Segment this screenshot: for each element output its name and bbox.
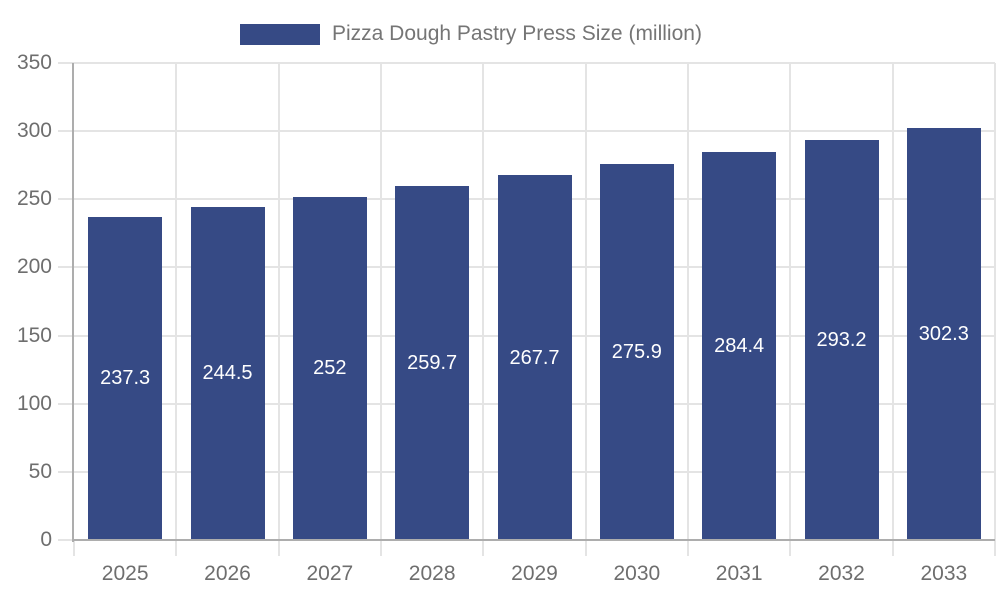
bar[interactable] — [190, 206, 265, 540]
bar[interactable] — [702, 152, 777, 540]
x-tick-label: 2031 — [715, 562, 763, 585]
gridline-vertical — [175, 63, 178, 540]
x-tick-label: 2028 — [408, 562, 456, 585]
gridline-horizontal — [74, 130, 995, 133]
gridline-vertical — [789, 63, 792, 540]
x-axis-tick — [277, 540, 280, 556]
x-axis-tick — [380, 540, 382, 556]
legend-swatch — [240, 23, 320, 45]
x-tick-label: 2030 — [613, 562, 661, 585]
gridline-horizontal — [74, 62, 995, 64]
y-axis-tick — [58, 539, 74, 541]
y-tick-label: 50 — [28, 459, 52, 483]
y-axis-tick — [58, 130, 74, 133]
bar[interactable] — [906, 128, 981, 540]
bar[interactable] — [599, 163, 674, 540]
bar[interactable] — [804, 140, 879, 540]
y-tick-label: 350 — [16, 51, 52, 74]
y-axis-tick — [58, 198, 74, 201]
legend-label: Pizza Dough Pastry Press Size (million) — [332, 22, 702, 45]
gridline-vertical — [584, 63, 587, 540]
y-tick-label: 200 — [16, 255, 52, 279]
x-tick-label: 2026 — [204, 562, 251, 585]
x-axis-tick — [482, 540, 485, 556]
x-tick-label: 2029 — [511, 562, 558, 585]
x-axis-line — [72, 539, 995, 541]
x-tick-label: 2032 — [818, 562, 865, 585]
bar[interactable] — [395, 186, 470, 540]
gridline-vertical — [277, 63, 280, 540]
y-tick-label: 150 — [16, 323, 52, 347]
y-axis-tick — [58, 470, 74, 473]
bar[interactable] — [88, 216, 163, 540]
y-tick-label: 100 — [16, 391, 52, 415]
gridline-vertical — [482, 63, 485, 540]
x-axis-tick — [584, 540, 587, 556]
y-tick-label: 0 — [40, 528, 52, 551]
x-tick-label: 2025 — [101, 562, 149, 585]
y-tick-label: 250 — [16, 187, 52, 211]
y-axis-tick — [58, 266, 74, 269]
x-axis-tick — [994, 540, 996, 556]
gridline-vertical — [687, 63, 689, 540]
x-axis-tick — [789, 540, 792, 556]
bar[interactable] — [292, 196, 367, 540]
y-axis-line — [72, 63, 74, 542]
y-tick-label: 300 — [16, 119, 52, 143]
x-axis-tick — [73, 540, 75, 556]
bar[interactable] — [497, 175, 572, 540]
x-axis-tick — [175, 540, 178, 556]
gridline-vertical — [380, 63, 382, 540]
y-axis-tick — [58, 334, 74, 337]
legend-item[interactable]: Pizza Dough Pastry Press Size (million) — [240, 22, 702, 46]
y-axis-tick — [58, 402, 74, 405]
y-axis-tick — [58, 62, 74, 64]
x-axis-tick — [687, 540, 689, 556]
gridline-vertical — [891, 63, 894, 540]
x-tick-label: 2027 — [306, 562, 354, 585]
x-tick-label: 2033 — [920, 562, 968, 585]
gridline-vertical — [994, 63, 996, 540]
x-axis-tick — [891, 540, 894, 556]
